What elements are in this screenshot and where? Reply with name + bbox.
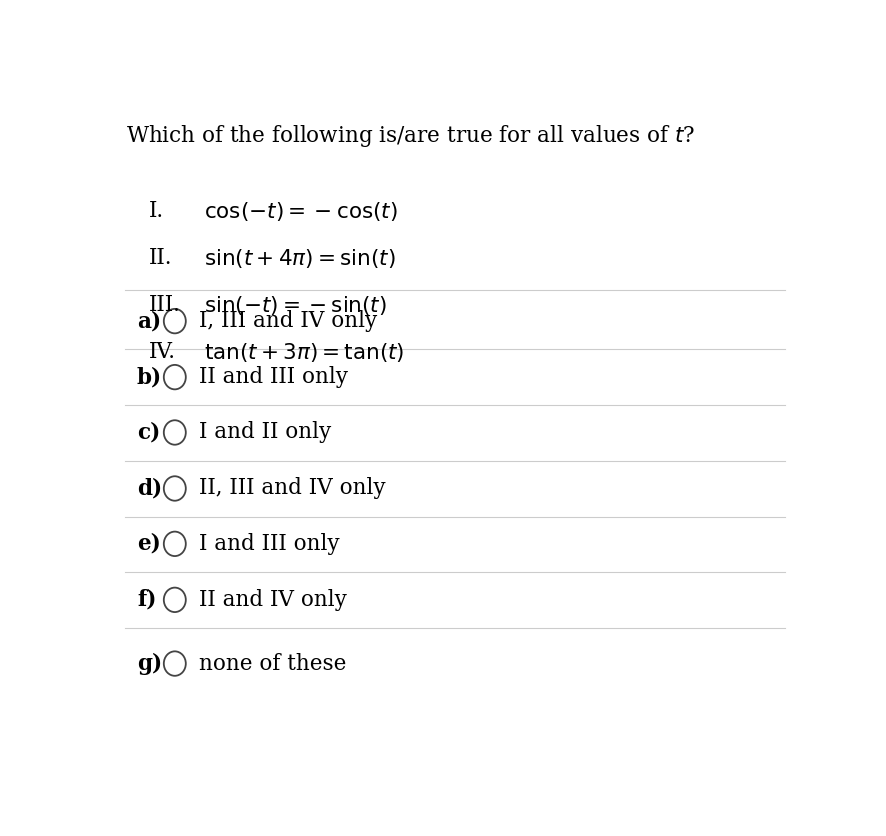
Text: $\cos(-t) = -\cos(t)$: $\cos(-t) = -\cos(t)$ <box>204 200 397 223</box>
Text: II and III only: II and III only <box>198 366 347 388</box>
Text: g): g) <box>136 653 162 675</box>
Text: II.: II. <box>149 247 172 269</box>
Text: I.: I. <box>149 200 164 222</box>
Text: $\tan(t + 3\pi) = \tan(t)$: $\tan(t + 3\pi) = \tan(t)$ <box>204 341 404 364</box>
Text: III.: III. <box>149 294 181 316</box>
Text: c): c) <box>136 421 160 443</box>
Text: f): f) <box>136 589 156 611</box>
Text: I, III and IV only: I, III and IV only <box>198 310 377 332</box>
Text: Which of the following is/are true for all values of $t$?: Which of the following is/are true for a… <box>126 123 695 149</box>
Text: none of these: none of these <box>198 653 346 675</box>
Text: I and II only: I and II only <box>198 421 330 443</box>
Text: IV.: IV. <box>149 341 175 363</box>
Text: I and III only: I and III only <box>198 533 339 555</box>
Text: $\sin(-t) = -\sin(t)$: $\sin(-t) = -\sin(t)$ <box>204 294 386 317</box>
Text: a): a) <box>136 310 161 332</box>
Text: e): e) <box>136 533 160 555</box>
Text: II and IV only: II and IV only <box>198 589 346 611</box>
Text: b): b) <box>136 366 162 388</box>
Text: $\sin(t + 4\pi) = \sin(t)$: $\sin(t + 4\pi) = \sin(t)$ <box>204 247 395 270</box>
Text: d): d) <box>136 477 162 499</box>
Text: II, III and IV only: II, III and IV only <box>198 477 385 499</box>
